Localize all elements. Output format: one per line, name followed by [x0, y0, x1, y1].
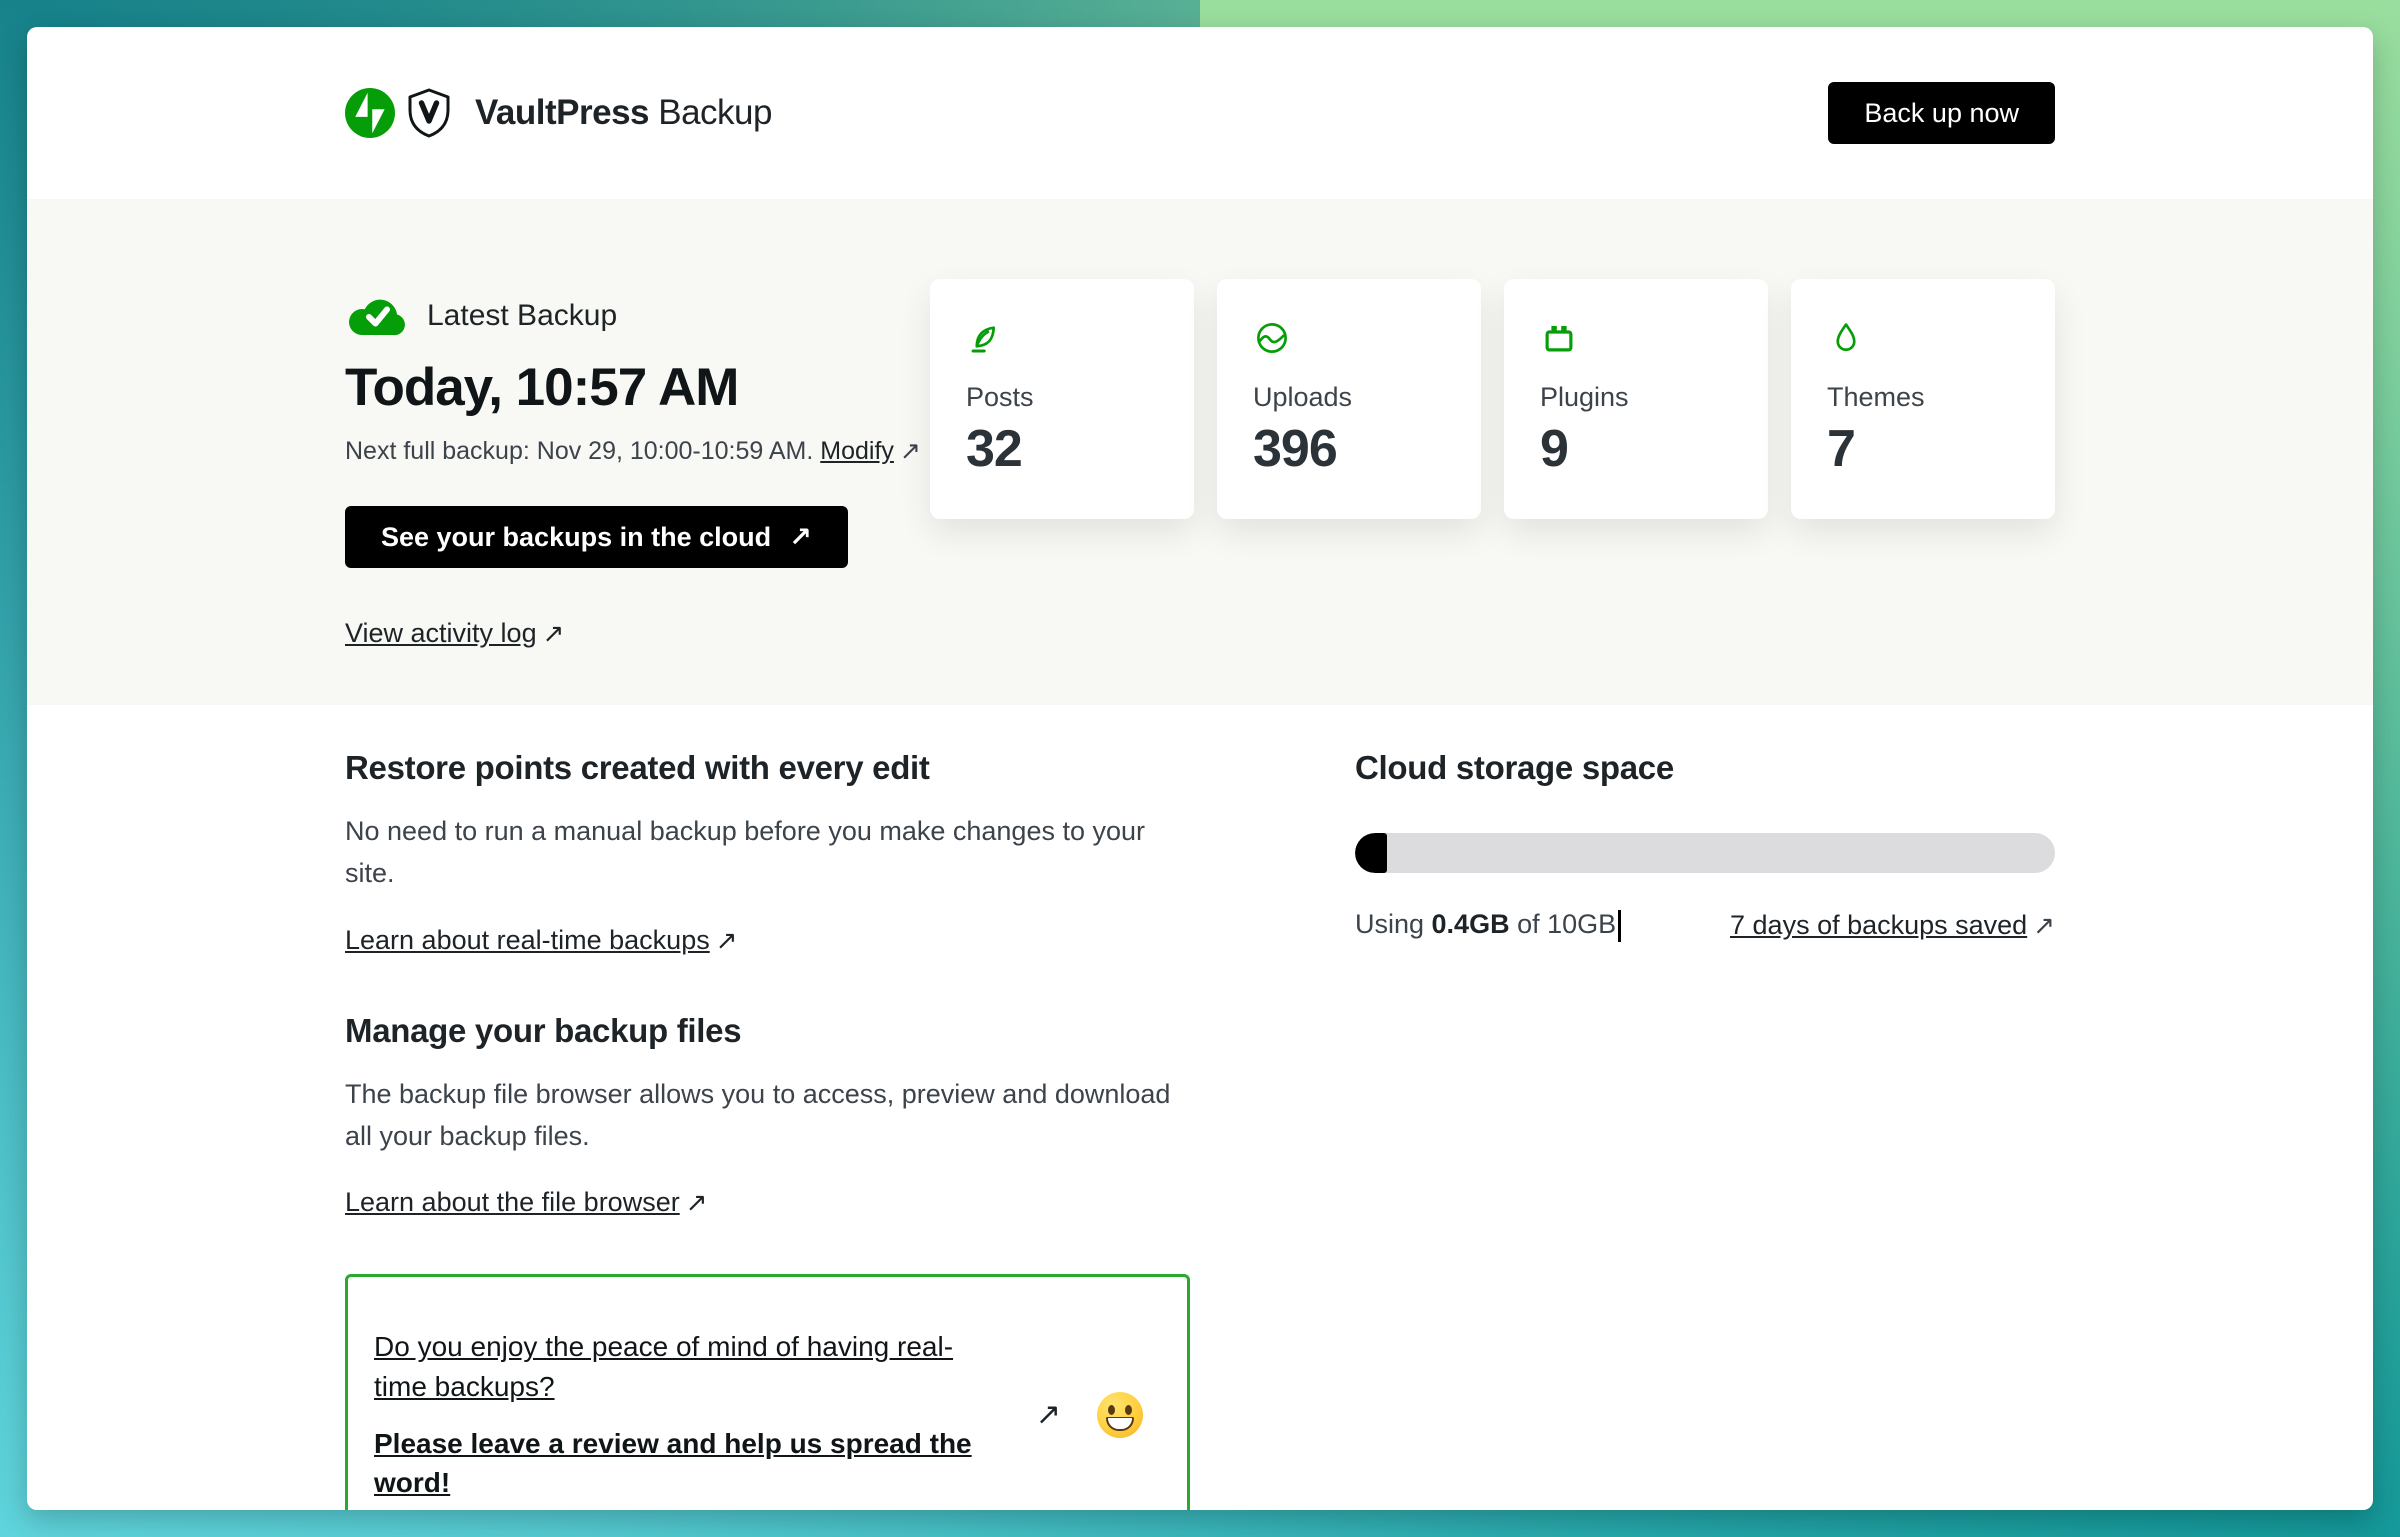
- usage-used-value: 0.4GB: [1431, 909, 1510, 939]
- latest-backup-hero: Latest Backup Today, 10:57 AM Next full …: [27, 199, 2373, 705]
- external-arrow-icon: ↗: [685, 1188, 708, 1219]
- manage-section-body: The backup file browser allows you to ac…: [345, 1078, 1171, 1151]
- learn-file-browser-label: Learn about the file browser: [345, 1187, 680, 1218]
- back-up-now-label: Back up now: [1864, 97, 2019, 128]
- lower-section: Restore points created with every edit N…: [27, 705, 2373, 1510]
- latest-backup-summary: Latest Backup Today, 10:57 AM Next full …: [345, 293, 930, 649]
- text-cursor: [1618, 909, 1622, 942]
- next-backup-text: Next full backup: Nov 29, 10:00-10:59 AM…: [345, 437, 821, 465]
- storage-progress-fill: [1355, 833, 1387, 873]
- review-question-link[interactable]: Do you enjoy the peace of mind of having…: [374, 1331, 954, 1402]
- external-arrow-icon: ↗: [899, 436, 921, 465]
- external-arrow-icon: ↗: [542, 619, 565, 649]
- stat-value: 32: [966, 420, 1023, 478]
- storage-progress-bar: [1355, 833, 2055, 873]
- uploads-icon: [1253, 319, 1291, 357]
- plugins-icon: [1540, 319, 1578, 357]
- review-cta-link[interactable]: Please leave a review and help us spread…: [374, 1427, 972, 1498]
- modify-link[interactable]: Modify: [820, 437, 894, 465]
- stat-card-posts: Posts 32: [930, 279, 1194, 519]
- storage-column: Cloud storage space Using 0.4GB of 10GB …: [1355, 749, 2055, 942]
- usage-prefix: Using: [1355, 909, 1432, 939]
- external-arrow-icon: ↗: [2033, 910, 2055, 941]
- stat-value: 9: [1540, 420, 1569, 478]
- app-title-primary: VaultPress: [475, 93, 650, 132]
- backup-time: Today, 10:57 AM: [345, 358, 739, 417]
- restore-section-title: Restore points created with every edit: [345, 749, 930, 786]
- app-title: VaultPress Backup: [475, 93, 772, 133]
- app-title-secondary: Backup: [658, 93, 772, 132]
- stat-label: Uploads: [1253, 382, 1353, 412]
- info-column: Restore points created with every edit N…: [345, 749, 1190, 1510]
- themes-icon: [1827, 319, 1865, 357]
- retention-link-wrap: 7 days of backups saved ↗: [1730, 910, 2055, 941]
- next-backup-line: Next full backup: Nov 29, 10:00-10:59 AM…: [345, 436, 930, 466]
- stat-card-plugins: Plugins 9: [1504, 279, 1768, 519]
- external-arrow-icon: ↗: [789, 521, 812, 553]
- stat-card-themes: Themes 7: [1791, 279, 2055, 519]
- cloud-check-icon: [345, 293, 409, 339]
- usage-total-value: of 10GB: [1509, 909, 1617, 939]
- stat-value: 7: [1827, 420, 1856, 478]
- brand-logos: [345, 87, 453, 139]
- app-card: VaultPress Backup Back up now: [27, 27, 2373, 1510]
- brand: VaultPress Backup: [345, 87, 772, 139]
- manage-section-title: Manage your backup files: [345, 1011, 742, 1049]
- restore-section-body: No need to run a manual backup before yo…: [345, 816, 1146, 888]
- storage-usage-text: Using 0.4GB of 10GB: [1355, 909, 1622, 942]
- stat-label: Plugins: [1540, 382, 1629, 412]
- see-backups-button[interactable]: See your backups in the cloud ↗: [345, 506, 848, 568]
- external-arrow-icon: ↗: [715, 925, 738, 956]
- posts-icon: [966, 319, 1004, 357]
- latest-backup-label: Latest Backup: [427, 299, 618, 332]
- learn-file-browser-link[interactable]: Learn about the file browser: [345, 1187, 680, 1218]
- view-activity-log-link[interactable]: View activity log: [345, 618, 537, 649]
- header: VaultPress Backup Back up now: [27, 27, 2373, 199]
- learn-realtime-backups-link[interactable]: Learn about real-time backups: [345, 925, 710, 956]
- vaultpress-shield-icon: [405, 87, 453, 139]
- storage-title: Cloud storage space: [1355, 749, 1674, 786]
- review-prompt-box[interactable]: Do you enjoy the peace of mind of having…: [345, 1274, 1190, 1510]
- see-backups-label: See your backups in the cloud: [381, 521, 772, 552]
- learn-realtime-backups-label: Learn about real-time backups: [345, 924, 710, 955]
- view-activity-log-label: View activity log: [345, 618, 537, 648]
- external-arrow-icon: ↗: [1035, 1397, 1061, 1433]
- review-links: Do you enjoy the peace of mind of having…: [374, 1327, 1000, 1502]
- back-up-now-button[interactable]: Back up now: [1828, 82, 2055, 144]
- jetpack-logo-icon: [345, 88, 395, 138]
- stat-value: 396: [1253, 420, 1338, 478]
- stat-label: Posts: [966, 382, 1034, 412]
- stat-label: Themes: [1827, 382, 1925, 412]
- stat-card-uploads: Uploads 396: [1217, 279, 1481, 519]
- grinning-emoji-icon: [1097, 1391, 1143, 1438]
- retention-link[interactable]: 7 days of backups saved: [1730, 910, 2027, 940]
- retention-link-label: 7 days of backups saved: [1730, 909, 2028, 940]
- backup-stats-grid: Posts 32 Uploads 396: [930, 279, 2055, 519]
